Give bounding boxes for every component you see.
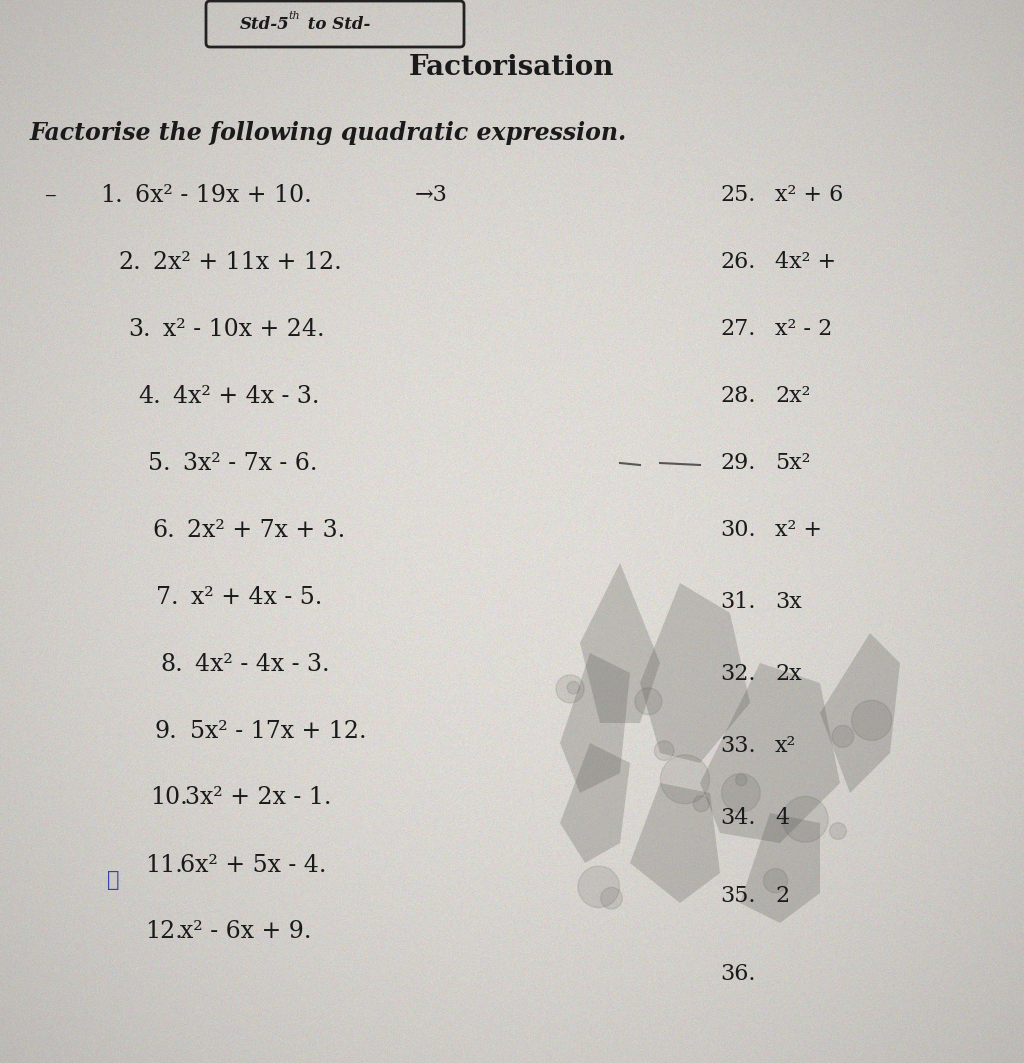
Circle shape [578,866,620,908]
Text: 25.: 25. [720,184,756,206]
Text: 29.: 29. [720,452,756,474]
Text: 12.: 12. [145,921,183,944]
Text: 5x² - 17x + 12.: 5x² - 17x + 12. [190,720,367,742]
Text: 30.: 30. [720,519,756,541]
Text: Factorise the following quadratic expression.: Factorise the following quadratic expres… [30,121,628,145]
Text: 4x² + 4x - 3.: 4x² + 4x - 3. [173,385,319,407]
Text: 3x: 3x [775,591,802,613]
Text: 34.: 34. [720,807,756,829]
Text: 6x² - 19x + 10.: 6x² - 19x + 10. [135,184,311,206]
Text: 5.: 5. [148,452,171,474]
Text: 28.: 28. [720,385,756,407]
Circle shape [601,888,623,909]
Text: 3x² - 7x - 6.: 3x² - 7x - 6. [183,452,317,474]
Polygon shape [580,563,660,723]
Text: 6.: 6. [152,519,175,541]
Polygon shape [820,632,900,793]
Text: 26.: 26. [720,251,756,273]
Circle shape [654,741,674,760]
Polygon shape [560,743,630,863]
Polygon shape [560,653,630,793]
Text: x² - 2: x² - 2 [775,318,833,340]
Text: 6x² + 5x - 4.: 6x² + 5x - 4. [180,854,327,877]
Circle shape [635,688,662,714]
Text: x² + 4x - 5.: x² + 4x - 5. [191,586,323,608]
Text: 2x: 2x [775,663,802,685]
Text: 2x² + 7x + 3.: 2x² + 7x + 3. [187,519,345,541]
Text: 31.: 31. [720,591,756,613]
Circle shape [556,675,584,703]
Text: 2.: 2. [118,251,140,273]
Text: th: th [288,11,300,21]
Text: 36.: 36. [720,963,756,985]
Text: 3x² + 2x - 1.: 3x² + 2x - 1. [185,787,332,810]
Text: →3: →3 [415,184,447,206]
Text: x²: x² [775,735,797,757]
Polygon shape [700,663,840,843]
Text: x² +: x² + [775,519,822,541]
Text: ✓: ✓ [106,871,120,890]
Text: –: – [45,184,56,206]
Text: 1.: 1. [100,184,123,206]
Text: 2: 2 [775,885,790,907]
Polygon shape [740,813,820,923]
Text: 9.: 9. [155,720,178,742]
Text: 11.: 11. [145,854,183,877]
Text: x² + 6: x² + 6 [775,184,843,206]
Circle shape [782,796,828,842]
Text: 35.: 35. [720,885,756,907]
Text: 3.: 3. [128,318,151,340]
Text: 7.: 7. [156,586,178,608]
Circle shape [567,681,580,694]
Circle shape [764,868,787,893]
Polygon shape [630,783,720,902]
Circle shape [693,796,710,812]
Text: 4x² +: 4x² + [775,251,837,273]
Circle shape [829,823,847,840]
Text: 32.: 32. [720,663,756,685]
Text: x² - 10x + 24.: x² - 10x + 24. [163,318,325,340]
Text: 27.: 27. [720,318,756,340]
Text: 2x² + 11x + 12.: 2x² + 11x + 12. [153,251,342,273]
Text: 4x² - 4x - 3.: 4x² - 4x - 3. [195,653,330,675]
Text: 5x²: 5x² [775,452,810,474]
Text: 4: 4 [775,807,790,829]
Text: 33.: 33. [720,735,756,757]
Circle shape [831,726,854,747]
Text: 10.: 10. [150,787,187,810]
Text: x² - 6x + 9.: x² - 6x + 9. [180,921,311,944]
Circle shape [735,774,748,786]
Circle shape [722,774,760,812]
Circle shape [852,701,892,741]
Text: 4.: 4. [138,385,161,407]
Text: 2x²: 2x² [775,385,810,407]
Text: 8.: 8. [160,653,182,675]
Text: Std-5: Std-5 [240,16,290,33]
Circle shape [660,755,710,804]
Text: to Std-: to Std- [302,16,371,33]
Polygon shape [640,583,750,763]
Text: Factorisation: Factorisation [410,53,614,81]
